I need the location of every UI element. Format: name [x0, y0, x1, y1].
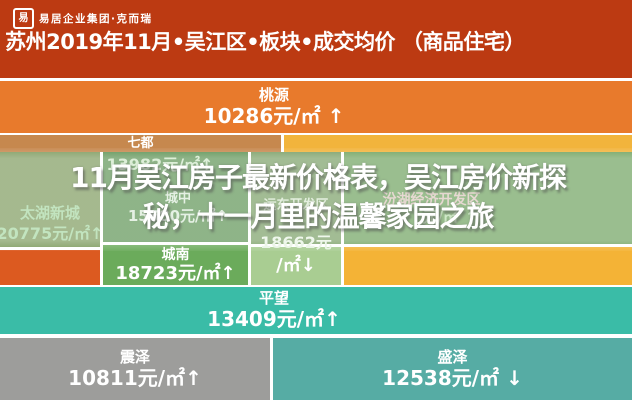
up-arrow-icon: ↑	[200, 155, 213, 174]
headline-line2: 秘，十一月里的温馨家园之旅	[142, 200, 494, 233]
tile-name: 七都	[127, 136, 154, 151]
chengzhong-text: 城中 15680元/㎡↑	[103, 191, 253, 226]
page-title: 苏州2019年11月•吴江区•板块•成交均价 （商品住宅）	[5, 30, 525, 54]
price-text: 13982元/㎡	[107, 155, 201, 174]
qidu-price-faded: 13982元/㎡↑	[20, 151, 300, 175]
price-text: 15680元/㎡	[128, 207, 216, 225]
tile-orange-left	[0, 250, 100, 285]
up-arrow-icon: ↑	[220, 262, 236, 284]
brand-logo: 易 易居企业集团·克而瑞	[13, 8, 153, 29]
brand-name: 易居企业集团·克而瑞	[39, 13, 153, 25]
tile-pingwang: 平望 13409元/㎡↑	[0, 287, 632, 334]
tile-yundong	[251, 152, 341, 244]
tile-chengzhong	[103, 152, 248, 242]
up-arrow-icon: ↑	[327, 103, 345, 128]
tile-yellow-top	[284, 135, 632, 152]
tile-taoyuan: 桃源 10286元/㎡ ↑	[0, 81, 632, 133]
up-arrow-icon: ↑	[185, 365, 202, 390]
brand-seal-icon: 易	[13, 8, 34, 29]
tile-price: 18723元/㎡↑	[103, 263, 248, 284]
tile-name: 震泽	[119, 347, 150, 366]
taihu-text: 太湖新城 20775元/㎡↑	[0, 204, 108, 244]
tile-price: 13409元/㎡↑	[0, 307, 548, 332]
tile-name: 城中	[103, 191, 253, 207]
up-arrow-icon: ↑	[216, 207, 229, 225]
header-banner: 易 易居企业集团·克而瑞 苏州2019年11月•吴江区•板块•成交均价 （商品住…	[0, 0, 632, 78]
tile-name: 盛泽	[437, 347, 468, 366]
tile-qidu: 七都	[0, 135, 281, 152]
price-text: 13409元/㎡	[207, 307, 325, 331]
tile-price: 15680元/㎡↑	[103, 207, 253, 226]
tile-price: 10286元/㎡ ↑	[0, 104, 548, 129]
tile-taihu	[0, 152, 100, 247]
fenhu-name-faded: 汾湖经济开发区	[344, 189, 519, 209]
fenhu-price-faded: 元/㎡ ↑	[380, 206, 520, 227]
down-arrow-icon: ↓	[506, 365, 523, 390]
tile-price: 12538元/㎡ ↓	[273, 366, 632, 391]
tile-chengnan: 城南 18723元/㎡↑	[103, 245, 248, 285]
headline-overlay	[0, 148, 632, 251]
tile-name: 城南	[161, 246, 190, 263]
price-text: 18723元/㎡	[115, 262, 221, 284]
tile-price: 10811元/㎡↑	[0, 366, 270, 391]
price-text: 20775元/㎡	[0, 224, 90, 243]
tile-shengze: 盛泽 12538元/㎡ ↓	[273, 338, 632, 400]
up-arrow-icon: ↑	[324, 307, 341, 331]
up-arrow-icon: ↑	[90, 224, 103, 243]
price-text: 12538元/㎡	[382, 365, 500, 390]
tile-price: 20775元/㎡↑	[0, 223, 108, 244]
price-text: 10286元/㎡	[203, 103, 321, 128]
tile-name: 桃源	[258, 85, 289, 104]
tile-yundong-unit: /㎡↓	[251, 247, 341, 285]
yundong-name-faded: 运东开发区	[249, 194, 343, 213]
tile-fenhu	[344, 152, 632, 244]
down-arrow-icon: ↓	[300, 255, 316, 276]
headline-text: 11月吴江房子最新价格表，吴江房价新探 秘，十一月里的温馨家园之旅	[8, 158, 628, 236]
yundong-price-faded: 18662元	[249, 229, 343, 253]
headline-line1: 11月吴江房子最新价格表，吴江房价新探	[70, 161, 567, 194]
up-arrow-icon: ↑	[465, 208, 478, 226]
unit-text: /㎡	[276, 255, 301, 276]
price-text: 10811元/㎡	[68, 365, 186, 390]
unit-text: 元/㎡	[422, 208, 457, 226]
tile-zhenze: 震泽 10811元/㎡↑	[0, 338, 270, 400]
tile-name: 平望	[258, 289, 289, 307]
tile-yellow-bottom	[344, 247, 632, 285]
tile-name: 太湖新城	[0, 204, 108, 223]
